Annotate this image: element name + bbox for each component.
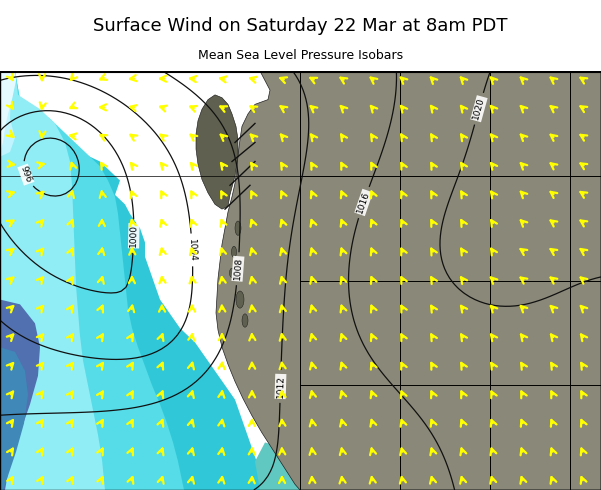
Text: 1012: 1012 <box>276 375 285 398</box>
Polygon shape <box>196 95 238 209</box>
Text: Mean Sea Level Pressure Isobars: Mean Sea Level Pressure Isobars <box>198 49 403 62</box>
Text: Surface Wind on Saturday 22 Mar at 8am PDT: Surface Wind on Saturday 22 Mar at 8am P… <box>93 17 508 35</box>
Polygon shape <box>216 71 601 490</box>
Polygon shape <box>0 71 268 490</box>
Polygon shape <box>0 71 601 90</box>
Ellipse shape <box>235 221 241 235</box>
Ellipse shape <box>236 291 244 308</box>
Polygon shape <box>0 347 28 490</box>
Polygon shape <box>345 442 480 490</box>
Ellipse shape <box>231 246 237 258</box>
Text: 1016: 1016 <box>356 190 371 215</box>
Polygon shape <box>0 71 105 490</box>
Polygon shape <box>255 442 345 490</box>
Text: 1000: 1000 <box>129 224 138 247</box>
Ellipse shape <box>230 268 234 278</box>
Polygon shape <box>0 71 15 157</box>
Polygon shape <box>380 99 435 159</box>
Text: 1004: 1004 <box>187 238 197 262</box>
Ellipse shape <box>242 314 248 327</box>
Text: 996: 996 <box>19 165 33 184</box>
Polygon shape <box>0 299 40 490</box>
Text: 1008: 1008 <box>233 257 243 281</box>
Polygon shape <box>475 433 601 490</box>
Text: 1020: 1020 <box>472 97 486 121</box>
Polygon shape <box>0 71 16 152</box>
Polygon shape <box>0 71 184 490</box>
